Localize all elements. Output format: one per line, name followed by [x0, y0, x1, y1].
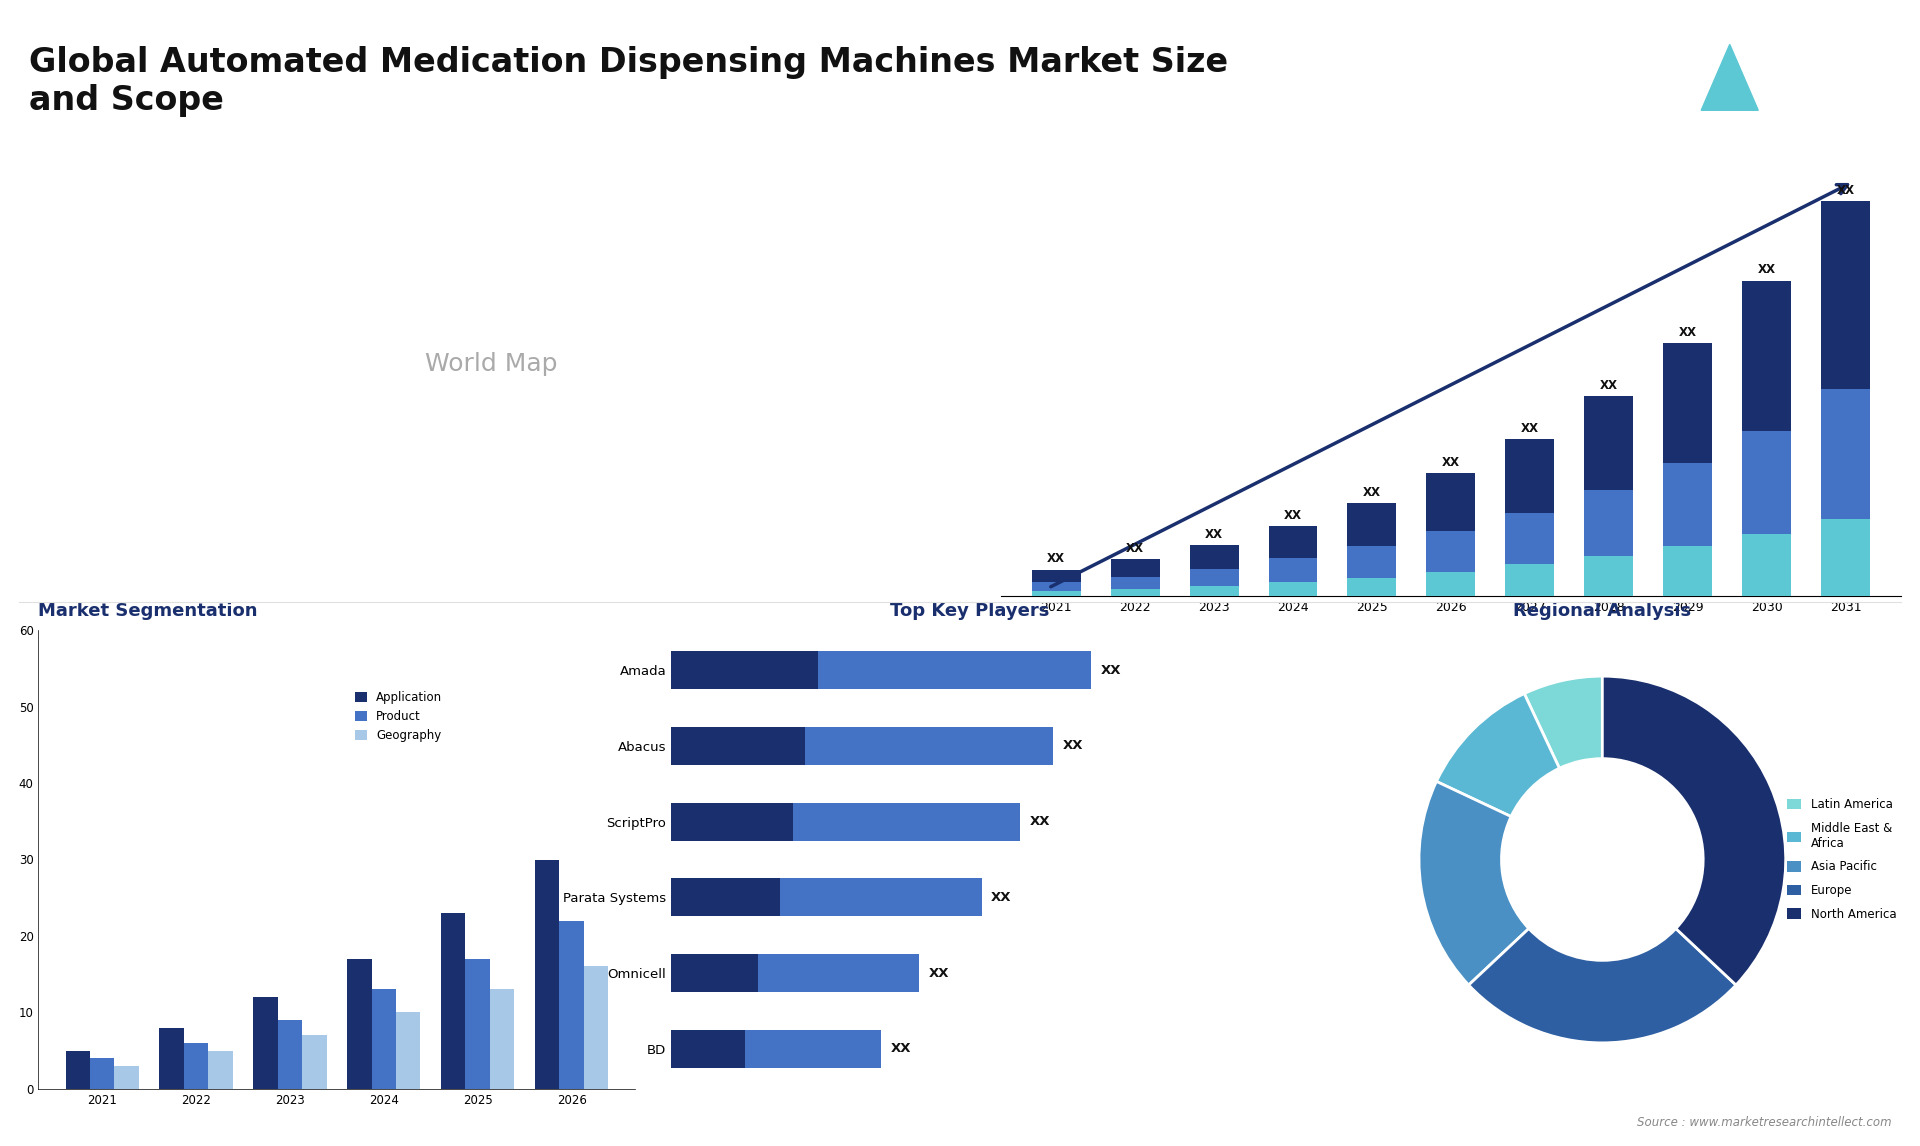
Bar: [559, 920, 584, 1089]
Bar: [1663, 344, 1713, 463]
Wedge shape: [1469, 928, 1736, 1043]
Bar: [490, 989, 515, 1089]
Bar: [1269, 582, 1317, 596]
Bar: [1505, 565, 1555, 596]
Text: World Map: World Map: [426, 352, 559, 376]
Text: XX: XX: [891, 1043, 912, 1055]
Text: XX: XX: [1363, 486, 1380, 499]
Bar: [65, 1051, 90, 1089]
Bar: [301, 1035, 326, 1089]
Bar: [396, 1012, 420, 1089]
Bar: [1505, 512, 1555, 565]
Text: XX: XX: [1757, 264, 1776, 276]
Bar: [348, 959, 372, 1089]
Title: Regional Analysis: Regional Analysis: [1513, 603, 1692, 620]
Bar: [1741, 431, 1791, 534]
Bar: [672, 727, 804, 764]
Bar: [1663, 547, 1713, 596]
Legend: Latin America, Middle East &
Africa, Asia Pacific, Europe, North America: Latin America, Middle East & Africa, Asi…: [1782, 793, 1901, 926]
Bar: [1031, 582, 1081, 591]
Text: XX: XX: [1521, 422, 1538, 434]
Text: XX: XX: [1678, 327, 1697, 339]
Bar: [1348, 503, 1396, 547]
Bar: [1269, 526, 1317, 558]
Text: XX: XX: [1442, 456, 1459, 469]
Bar: [1505, 439, 1555, 512]
Bar: [1741, 534, 1791, 596]
Bar: [1269, 558, 1317, 582]
Legend: Application, Product, Geography: Application, Product, Geography: [355, 691, 442, 741]
Text: XX: XX: [1100, 664, 1121, 676]
Bar: [672, 651, 818, 689]
Bar: [1031, 570, 1081, 582]
Bar: [1820, 202, 1870, 388]
Text: XX: XX: [1284, 509, 1302, 521]
Text: Source : www.marketresearchintellect.com: Source : www.marketresearchintellect.com: [1636, 1116, 1891, 1129]
Bar: [1348, 578, 1396, 596]
Bar: [758, 955, 920, 992]
Text: XX: XX: [1029, 815, 1050, 829]
Wedge shape: [1524, 676, 1603, 768]
Bar: [745, 1030, 881, 1068]
Bar: [1190, 586, 1238, 596]
Bar: [90, 1058, 115, 1089]
Text: XX: XX: [1599, 379, 1619, 392]
Bar: [1584, 490, 1634, 556]
Bar: [1427, 572, 1475, 596]
Bar: [1663, 463, 1713, 547]
Bar: [804, 727, 1054, 764]
Text: Global Automated Medication Dispensing Machines Market Size
and Scope: Global Automated Medication Dispensing M…: [29, 46, 1229, 117]
Bar: [818, 651, 1091, 689]
Text: RESEARCH: RESEARCH: [1766, 65, 1824, 76]
Wedge shape: [1419, 782, 1528, 986]
Bar: [1427, 473, 1475, 531]
Bar: [1190, 568, 1238, 586]
Polygon shape: [1667, 45, 1724, 110]
Text: Market Segmentation: Market Segmentation: [38, 603, 257, 620]
Text: MARKET: MARKET: [1766, 44, 1811, 54]
Bar: [253, 997, 278, 1089]
Text: XX: XX: [1837, 185, 1855, 197]
Title: Top Key Players: Top Key Players: [889, 603, 1050, 620]
Bar: [442, 913, 465, 1089]
Bar: [1820, 519, 1870, 596]
Bar: [1427, 531, 1475, 572]
Bar: [672, 955, 758, 992]
Bar: [672, 1030, 745, 1068]
Text: XX: XX: [929, 967, 950, 980]
Text: XX: XX: [991, 890, 1012, 904]
Bar: [278, 1020, 301, 1089]
Bar: [372, 989, 396, 1089]
Bar: [1031, 591, 1081, 596]
Bar: [1741, 281, 1791, 431]
Text: XX: XX: [1127, 542, 1144, 556]
Bar: [115, 1066, 138, 1089]
Bar: [1190, 545, 1238, 568]
Bar: [672, 802, 793, 840]
Bar: [465, 959, 490, 1089]
Polygon shape: [1701, 45, 1759, 110]
Wedge shape: [1603, 676, 1786, 986]
Bar: [1110, 589, 1160, 596]
Circle shape: [1501, 759, 1703, 960]
Wedge shape: [1436, 693, 1559, 817]
Bar: [1110, 559, 1160, 576]
Bar: [793, 802, 1020, 840]
Text: XX: XX: [1206, 528, 1223, 541]
Bar: [584, 966, 609, 1089]
Bar: [184, 1043, 207, 1089]
Bar: [207, 1051, 232, 1089]
Bar: [1820, 388, 1870, 519]
Bar: [1584, 556, 1634, 596]
Text: XX: XX: [1064, 739, 1083, 752]
Text: INTELLECT: INTELLECT: [1766, 88, 1824, 99]
Bar: [672, 879, 780, 917]
Bar: [1584, 397, 1634, 490]
Text: XX: XX: [1046, 552, 1066, 565]
Bar: [159, 1028, 184, 1089]
Bar: [1348, 547, 1396, 578]
Bar: [780, 879, 981, 917]
Bar: [1110, 576, 1160, 589]
Bar: [536, 860, 559, 1089]
